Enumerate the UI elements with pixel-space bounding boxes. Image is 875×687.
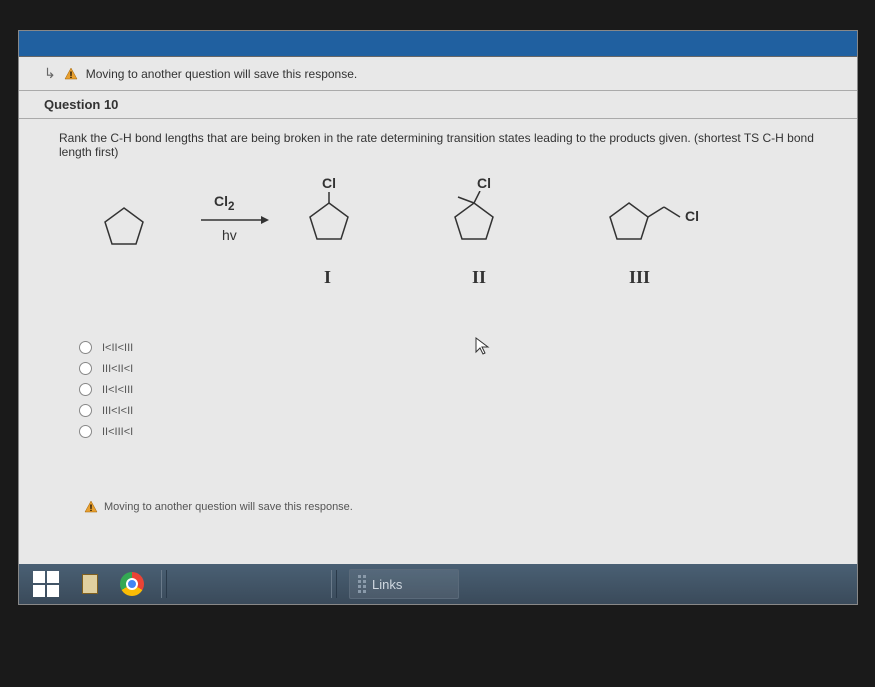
nav-arrow-icon: ↳ (44, 65, 56, 82)
quiz-window: ↳ ! Moving to another question will save… (18, 30, 858, 605)
product-1 (304, 192, 354, 247)
start-button[interactable] (27, 568, 65, 600)
condition-label: hv (222, 227, 237, 243)
answer-options: I<II<III III<II<I II<I<III III<I<II II<I… (79, 337, 817, 442)
product-label-3: III (629, 267, 650, 288)
option-label: II<I<III (102, 384, 133, 396)
radio-button[interactable] (79, 425, 92, 438)
option-label: III<I<II (102, 405, 133, 417)
blackboard-banner (19, 31, 857, 57)
cl-label-3: Cl (685, 208, 699, 224)
product-2 (444, 191, 509, 247)
product-label-2: II (472, 267, 486, 288)
save-notice-top: ↳ ! Moving to another question will save… (19, 57, 857, 91)
taskbar-divider (331, 570, 337, 598)
cl-label-2: Cl (477, 175, 491, 191)
reaction-arrow-icon (199, 215, 269, 225)
taskbar-divider (161, 570, 167, 598)
save-notice-bottom: ! Moving to another question will save t… (59, 492, 817, 522)
taskbar-links-toolbar[interactable]: Links (349, 569, 459, 599)
option-label: I<II<III (102, 342, 133, 354)
radio-button[interactable] (79, 404, 92, 417)
taskbar-app-icon[interactable] (73, 568, 107, 600)
option-row[interactable]: I<II<III (79, 337, 817, 358)
save-notice-text: Moving to another question will save thi… (86, 67, 357, 81)
option-row[interactable]: II<I<III (79, 379, 817, 400)
question-text: Rank the C-H bond lengths that are being… (59, 131, 817, 159)
option-row[interactable]: III<I<II (79, 400, 817, 421)
warning-icon: ! (64, 67, 78, 81)
option-row[interactable]: II<III<I (79, 421, 817, 442)
reaction-diagram: Cl2 hv Cl I Cl II (59, 177, 817, 317)
svg-text:!: ! (90, 503, 93, 513)
option-label: II<III<I (102, 426, 133, 438)
windows-logo-icon (33, 571, 59, 597)
warning-icon: ! (84, 500, 98, 514)
reagent-label: Cl2 (214, 193, 234, 213)
notice-text: Moving to another question will save thi… (104, 501, 353, 513)
question-header: Question 10 (19, 91, 857, 119)
svg-text:!: ! (69, 70, 72, 80)
cl-label-1: Cl (322, 175, 336, 191)
radio-button[interactable] (79, 341, 92, 354)
links-label: Links (372, 577, 402, 592)
question-body: Rank the C-H bond lengths that are being… (19, 119, 857, 534)
radio-button[interactable] (79, 383, 92, 396)
product-label-1: I (324, 267, 331, 288)
taskbar: Links (19, 564, 857, 604)
chrome-icon[interactable] (115, 568, 149, 600)
product-3 (604, 197, 694, 249)
grip-icon (358, 575, 366, 593)
cyclopentane-reactant (99, 202, 149, 252)
radio-button[interactable] (79, 362, 92, 375)
option-label: III<II<I (102, 363, 133, 375)
option-row[interactable]: III<II<I (79, 358, 817, 379)
